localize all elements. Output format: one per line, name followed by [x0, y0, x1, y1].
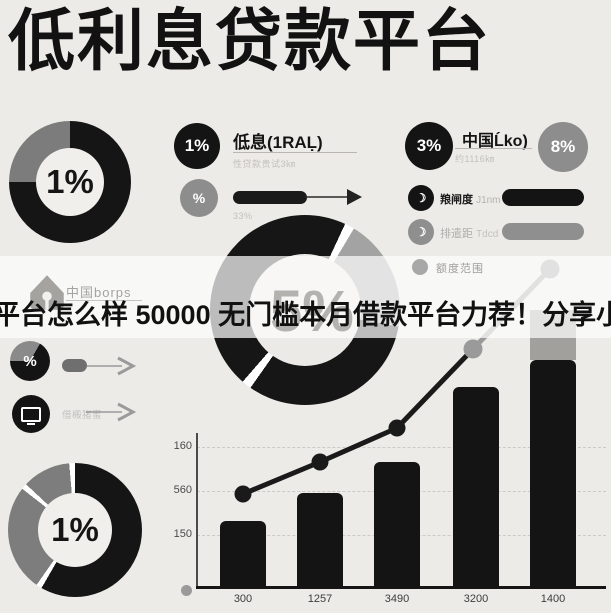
home-icon — [30, 275, 64, 310]
donut-top-left-value: 1% — [36, 148, 104, 216]
stat-badge-gray-8pct: 8% — [538, 122, 588, 172]
legend-label: 额度范围 — [436, 263, 484, 275]
brand-underline — [66, 300, 142, 301]
heading-underline-right — [455, 148, 532, 149]
section-heading-low-interest: 低息(1RAḶ) — [233, 133, 323, 152]
axis-origin-dot — [181, 585, 192, 596]
banner-strip — [0, 256, 611, 338]
gridline — [197, 447, 606, 448]
row2-label-main: 排遣距 — [440, 228, 473, 240]
trend-point-3200 — [463, 339, 483, 359]
bar-1400 — [530, 360, 576, 588]
row2-bar — [502, 223, 584, 240]
bar-300 — [220, 521, 266, 588]
progress-caption: 33% — [233, 211, 253, 221]
section-subtitle: 性贷款贵试3㎞ — [233, 159, 296, 169]
donut-chart-top-left: 1% — [9, 121, 131, 243]
y-tick-560: 560 — [173, 484, 192, 496]
monitor-bullet — [12, 395, 50, 433]
section-heading-china: 中国Ĺko) — [462, 133, 528, 150]
y-tick-150: 150 — [173, 528, 192, 540]
arrow-right-icon — [347, 189, 362, 205]
channel-row-label: 借㮽猪蜜 — [62, 410, 103, 421]
x-label-4: 3200 — [463, 593, 489, 605]
row1-bar — [502, 189, 584, 206]
legend-dot — [412, 259, 428, 275]
banner-headline: 平台怎么样 50000 无门槛本月借款平台力荐！分享小额网贷口子5000 — [0, 300, 611, 330]
clock-icon: ☽ — [415, 225, 427, 239]
trend-segment — [242, 459, 321, 497]
clock-icon: ☽ — [415, 191, 427, 205]
trend-segment — [318, 425, 399, 465]
monitor-icon — [21, 406, 41, 425]
x-label-2: 1257 — [307, 593, 333, 605]
mini-bar-gray — [62, 359, 87, 372]
row2-bullet: ☽ — [408, 219, 434, 245]
stat-badge-black-3pct: 3% — [405, 122, 453, 170]
stat-badge-percent-left: % — [10, 341, 50, 381]
bar-1257 — [297, 493, 343, 588]
row1-label: 羪闸度 J1nm — [440, 191, 501, 207]
x-label-1: 300 — [233, 593, 253, 605]
arrow-right-icon — [117, 356, 137, 376]
page-title: 低利息贷款平台 — [8, 4, 491, 79]
y-tick-160: 160 — [173, 440, 192, 452]
stat-badge-percent: % — [180, 179, 218, 217]
progress-pill-black — [233, 191, 307, 204]
y-axis-line — [196, 433, 198, 589]
brand-label: 中国borps — [66, 285, 132, 300]
row1-bullet: ☽ — [408, 185, 434, 211]
trend-point-1257 — [311, 453, 329, 471]
x-label-3: 3490 — [384, 593, 410, 605]
trend-point-300 — [234, 485, 252, 503]
arrow-right-icon — [117, 402, 137, 422]
donut-chart-bottom-left: 1% — [8, 463, 142, 597]
stat-badge-1pct: 1% — [174, 123, 220, 169]
row2-label-suffix: Tdcd — [476, 229, 499, 240]
row2-label: 排遣距 Tdcd — [440, 225, 498, 241]
bar-3490 — [374, 462, 420, 588]
heading-underline — [233, 152, 357, 153]
x-label-5: 1400 — [540, 593, 566, 605]
donut-bottom-left-value: 1% — [38, 493, 112, 567]
trend-segment — [395, 347, 475, 430]
trend-point-3490 — [388, 419, 406, 437]
row1-label-suffix: J1nm — [476, 195, 501, 206]
section-subtitle-right: 约1116㎞ — [455, 154, 495, 164]
row1-label-main: 羪闸度 — [440, 194, 473, 206]
bar-3200 — [453, 387, 499, 588]
donut-center-value: 5% — [270, 279, 354, 344]
